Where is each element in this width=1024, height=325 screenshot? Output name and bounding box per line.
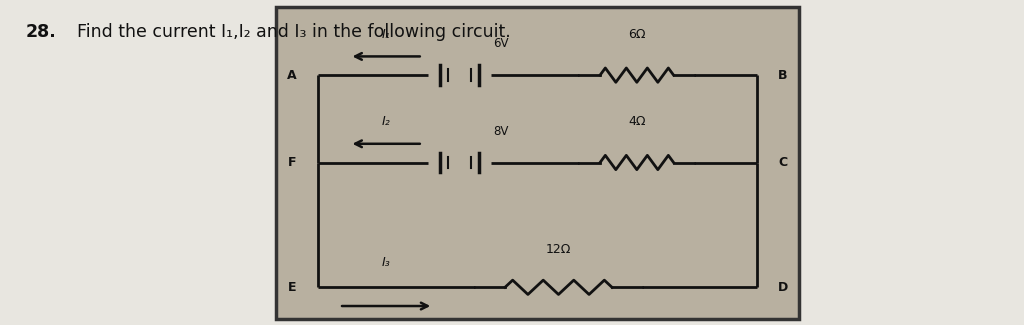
Text: E: E <box>288 281 296 294</box>
Text: 6Ω: 6Ω <box>628 28 645 41</box>
Text: 8V: 8V <box>494 125 509 138</box>
Text: C: C <box>778 156 787 169</box>
Text: I₃: I₃ <box>382 256 390 269</box>
Text: A: A <box>288 69 297 82</box>
Text: 6V: 6V <box>494 37 509 50</box>
Text: F: F <box>288 156 296 169</box>
Text: 4Ω: 4Ω <box>628 115 645 128</box>
Text: B: B <box>778 69 787 82</box>
Text: D: D <box>778 281 788 294</box>
Text: Find the current I₁,I₂ and I₃ in the following circuit.: Find the current I₁,I₂ and I₃ in the fol… <box>77 23 511 41</box>
Bar <box>276 6 799 318</box>
Text: I₁: I₁ <box>382 28 390 41</box>
Text: I₂: I₂ <box>382 115 390 128</box>
Text: 12Ω: 12Ω <box>546 243 571 256</box>
Text: 28.: 28. <box>26 23 56 41</box>
